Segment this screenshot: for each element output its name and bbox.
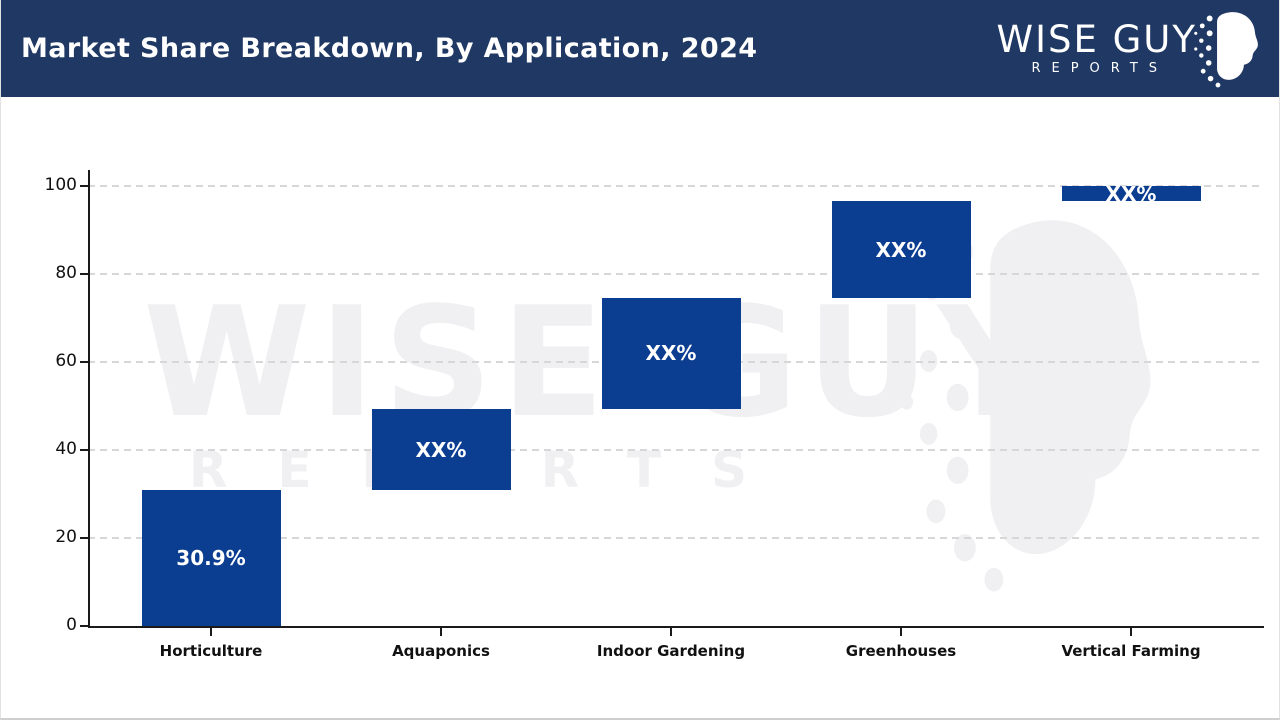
chart-area: WISE GUY REPORTS 02040608010030.9%Hortic… [1,97,1279,718]
bar-vertical-farming: XX% [1061,182,1201,206]
x-tick-vertical-farming [1130,628,1132,636]
bar-horticulture: 30.9% [141,490,281,626]
y-tick-label-0: 0 [66,615,77,635]
x-tick-greenhouses [900,628,902,636]
bar-label-aquaponics: XX% [415,437,467,462]
bar-label-vertical-farming: XX% [1105,181,1157,206]
gridline-100 [88,185,1264,187]
y-tick-80 [80,273,89,275]
page-title: Market Share Breakdown, By Application, … [21,33,758,64]
y-tick-20 [80,537,89,539]
bar-label-horticulture: 30.9% [176,546,246,570]
y-tick-label-20: 20 [55,527,77,547]
x-category-label-indoor-gardening: Indoor Gardening [596,642,746,660]
wise-guy-reports-logo: WISE GUY REPORTS [997,7,1267,91]
x-category-label-vertical-farming: Vertical Farming [1061,642,1201,660]
logo-wordmark: WISE GUY [996,18,1197,62]
bar-label-indoor-gardening: XX% [645,341,697,366]
x-tick-indoor-gardening [670,628,672,636]
x-tick-aquaponics [440,628,442,636]
x-category-label-greenhouses: Greenhouses [845,642,957,660]
logo-text: WISE GUY REPORTS [996,18,1197,76]
x-category-label-aquaponics: Aquaponics [392,642,490,660]
bar-greenhouses: XX% [831,201,971,298]
y-tick-label-40: 40 [55,439,77,459]
logo-subtitle: REPORTS [1031,60,1169,76]
gridline-40 [88,449,1264,451]
bar-label-greenhouses: XX% [875,237,927,262]
dotted-head-icon [1194,11,1258,87]
bar-aquaponics: XX% [371,409,511,491]
y-tick-100 [80,185,89,187]
y-tick-40 [80,449,89,451]
y-tick-label-80: 80 [55,263,77,283]
y-tick-60 [80,361,89,363]
y-tick-label-60: 60 [55,351,77,371]
watermark-dotted-head [900,220,1151,592]
x-category-label-horticulture: Horticulture [159,642,263,660]
gridline-20 [88,537,1264,539]
bar-indoor-gardening: XX% [601,297,741,410]
y-axis-line [88,170,90,628]
header-bar: Market Share Breakdown, By Application, … [1,0,1279,97]
x-tick-horticulture [210,628,212,636]
y-tick-label-100: 100 [44,175,77,195]
gridline-80 [88,273,1264,275]
y-tick-0 [80,625,89,627]
x-axis-line [88,626,1264,628]
